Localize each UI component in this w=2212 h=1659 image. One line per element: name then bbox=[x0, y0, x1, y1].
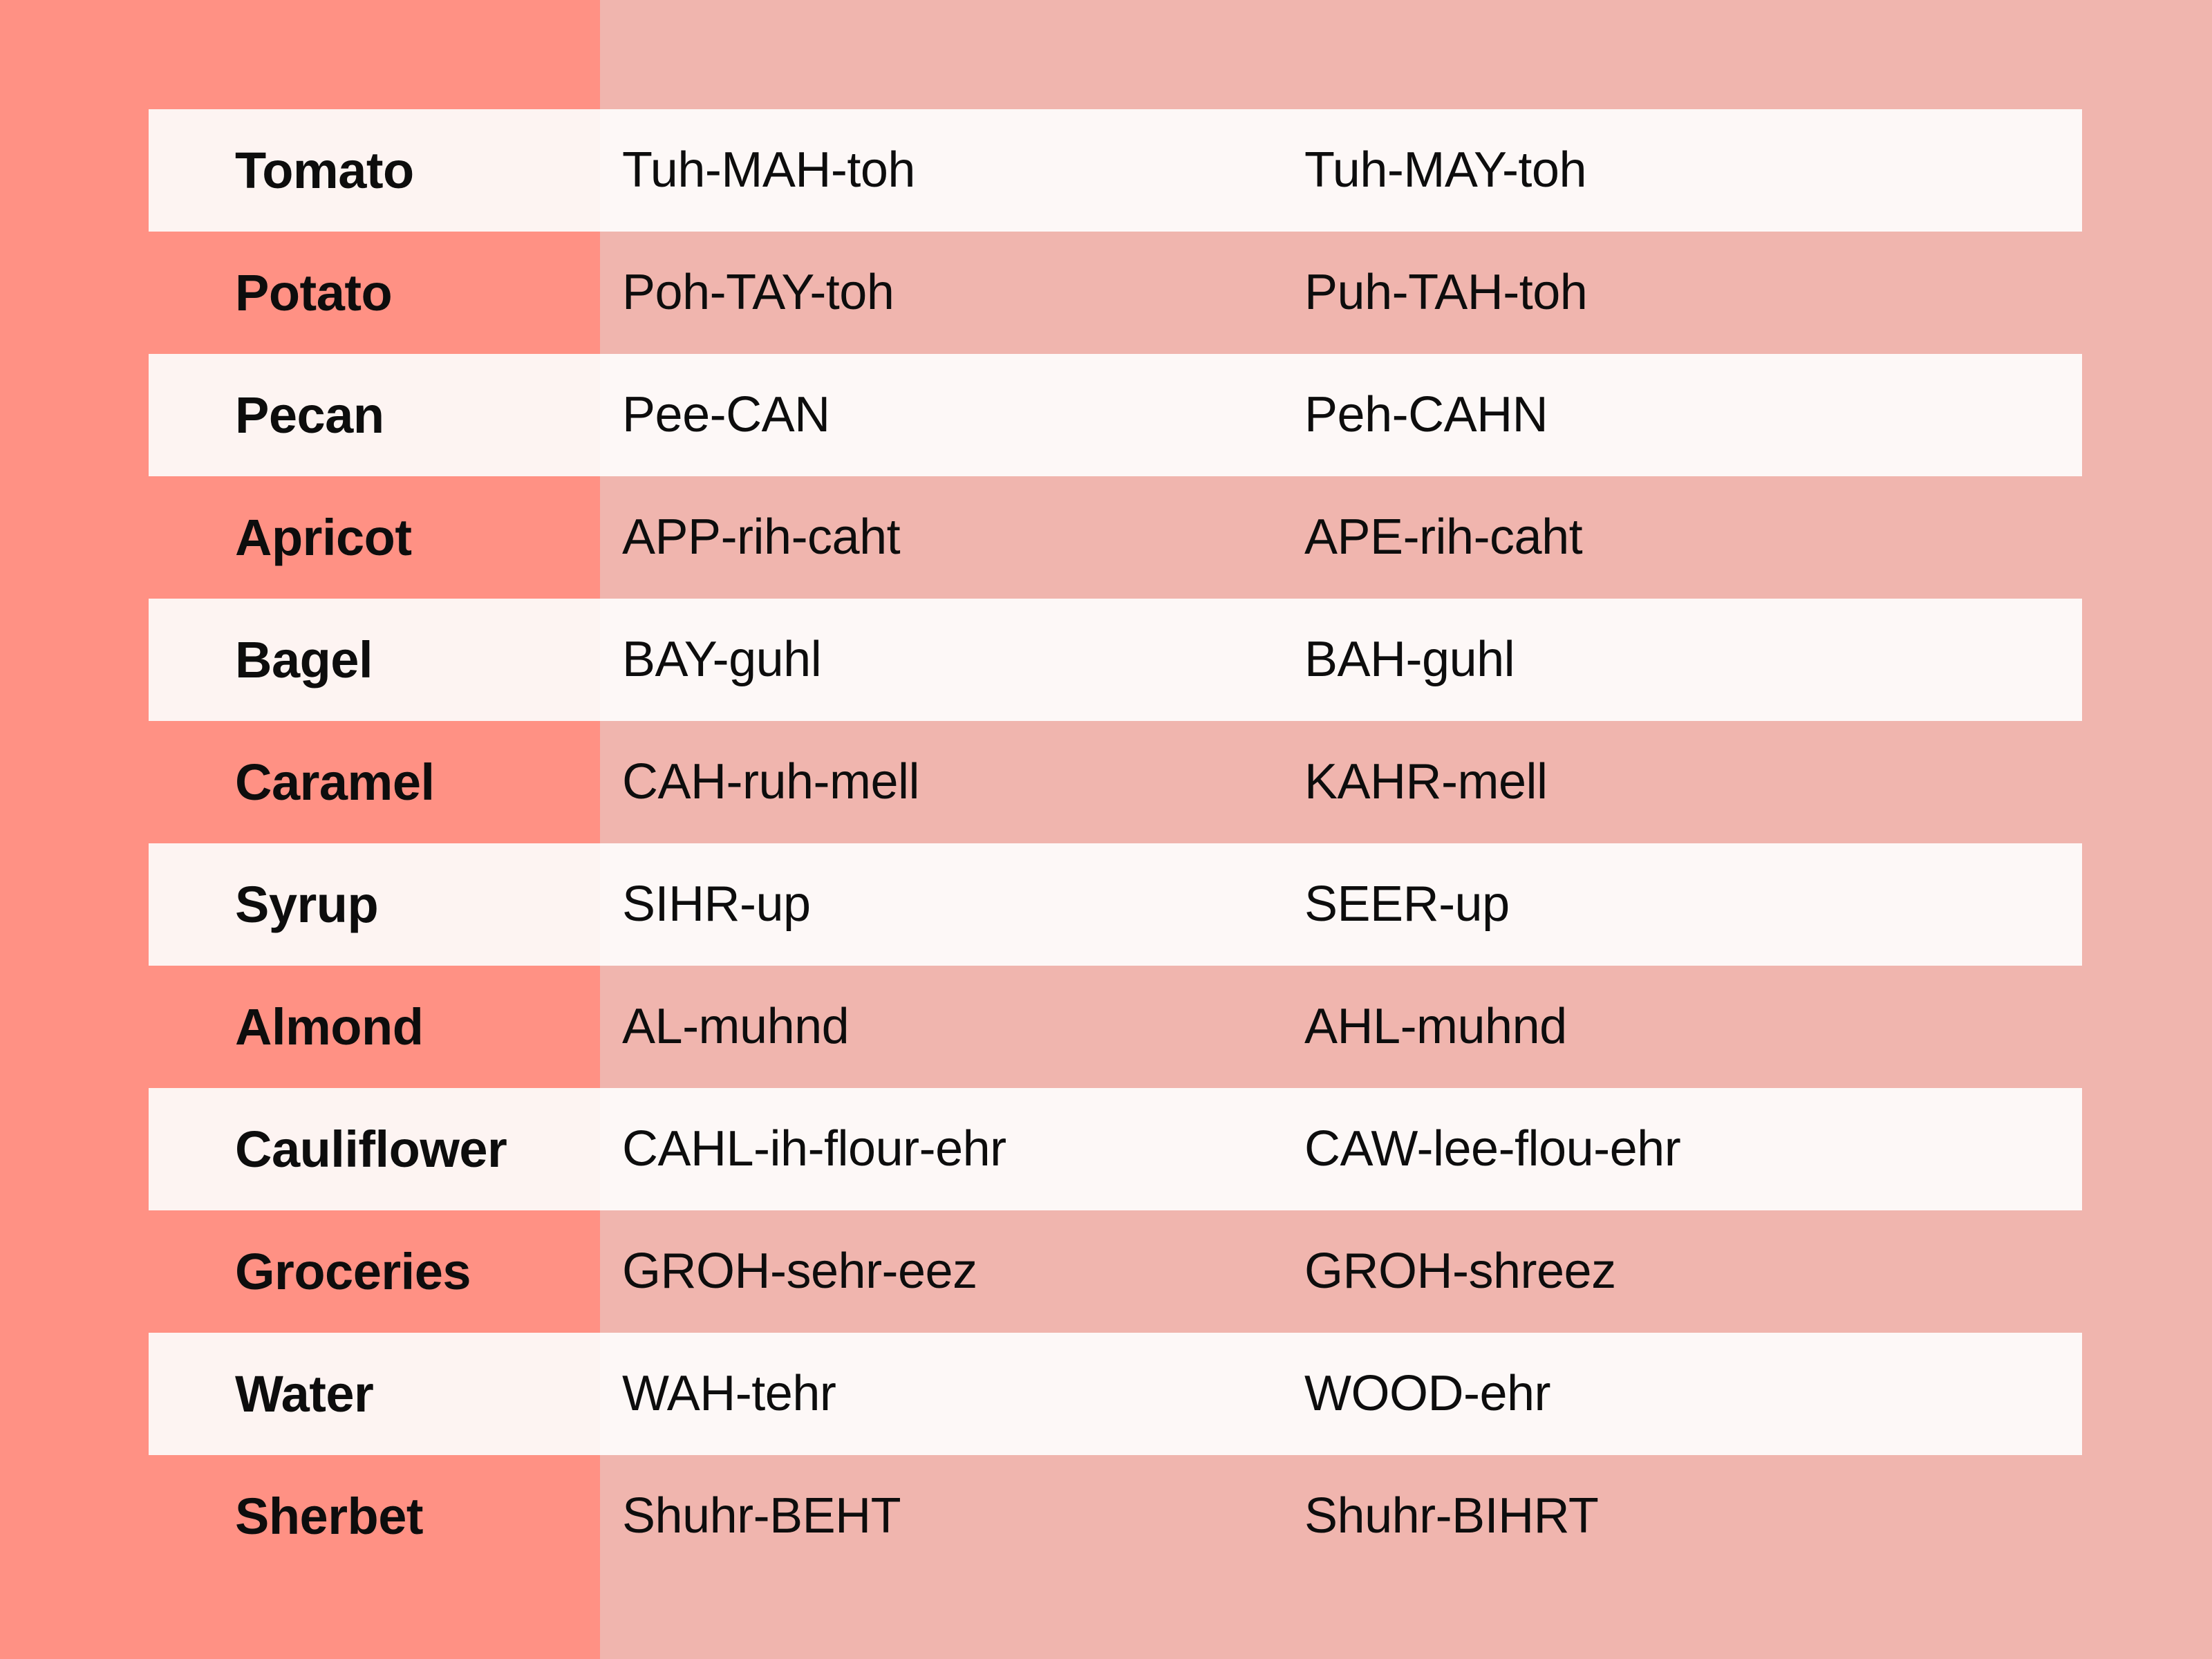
variant1-cell: Poh-TAY-toh bbox=[600, 232, 1285, 354]
variant2-cell: KAHR-mell bbox=[1285, 721, 2082, 843]
table-row: Cauliflower CAHL-ih-flour-ehr CAW-lee-fl… bbox=[149, 1088, 2082, 1210]
variant2-cell: GROH-shreez bbox=[1285, 1210, 2082, 1333]
term-cell: Sherbet bbox=[149, 1455, 600, 1577]
variant2-cell: WOOD-ehr bbox=[1285, 1333, 2082, 1455]
table-row: Water WAH-tehr WOOD-ehr bbox=[149, 1333, 2082, 1455]
term-cell: Groceries bbox=[149, 1210, 600, 1333]
pronunciation-table: Tomato Tuh-MAH-toh Tuh-MAY-toh Potato Po… bbox=[149, 109, 2082, 1577]
variant1-cell: Tuh-MAH-toh bbox=[600, 109, 1285, 232]
variant2-cell: SEER-up bbox=[1285, 843, 2082, 966]
variant2-cell: BAH-guhl bbox=[1285, 599, 2082, 721]
table-row: Sherbet Shuhr-BEHT Shuhr-BIHRT bbox=[149, 1455, 2082, 1577]
term-cell: Apricot bbox=[149, 476, 600, 599]
variant1-cell: SIHR-up bbox=[600, 843, 1285, 966]
table-row: Groceries GROH-sehr-eez GROH-shreez bbox=[149, 1210, 2082, 1333]
variant2-cell: Peh-CAHN bbox=[1285, 354, 2082, 476]
variant1-cell: CAHL-ih-flour-ehr bbox=[600, 1088, 1285, 1210]
term-cell: Water bbox=[149, 1333, 600, 1455]
table-body: Tomato Tuh-MAH-toh Tuh-MAY-toh Potato Po… bbox=[149, 109, 2082, 1577]
table-row: Bagel BAY-guhl BAH-guhl bbox=[149, 599, 2082, 721]
variant1-cell: BAY-guhl bbox=[600, 599, 1285, 721]
variant2-cell: APE-rih-caht bbox=[1285, 476, 2082, 599]
term-cell: Syrup bbox=[149, 843, 600, 966]
variant2-cell: Puh-TAH-toh bbox=[1285, 232, 2082, 354]
variant2-cell: CAW-lee-flou-ehr bbox=[1285, 1088, 2082, 1210]
term-cell: Tomato bbox=[149, 109, 600, 232]
variant1-cell: GROH-sehr-eez bbox=[600, 1210, 1285, 1333]
table-row: Almond AL-muhnd AHL-muhnd bbox=[149, 966, 2082, 1088]
term-cell: Almond bbox=[149, 966, 600, 1088]
term-cell: Caramel bbox=[149, 721, 600, 843]
variant2-cell: Shuhr-BIHRT bbox=[1285, 1455, 2082, 1577]
table-row: Syrup SIHR-up SEER-up bbox=[149, 843, 2082, 966]
variant1-cell: AL-muhnd bbox=[600, 966, 1285, 1088]
variant2-cell: Tuh-MAY-toh bbox=[1285, 109, 2082, 232]
variant1-cell: APP-rih-caht bbox=[600, 476, 1285, 599]
table-row: Caramel CAH-ruh-mell KAHR-mell bbox=[149, 721, 2082, 843]
variant1-cell: Shuhr-BEHT bbox=[600, 1455, 1285, 1577]
term-cell: Potato bbox=[149, 232, 600, 354]
term-cell: Bagel bbox=[149, 599, 600, 721]
table-row: Potato Poh-TAY-toh Puh-TAH-toh bbox=[149, 232, 2082, 354]
term-cell: Cauliflower bbox=[149, 1088, 600, 1210]
table-row: Pecan Pee-CAN Peh-CAHN bbox=[149, 354, 2082, 476]
variant1-cell: CAH-ruh-mell bbox=[600, 721, 1285, 843]
term-cell: Pecan bbox=[149, 354, 600, 476]
variant1-cell: Pee-CAN bbox=[600, 354, 1285, 476]
table-row: Apricot APP-rih-caht APE-rih-caht bbox=[149, 476, 2082, 599]
table-row: Tomato Tuh-MAH-toh Tuh-MAY-toh bbox=[149, 109, 2082, 232]
variant2-cell: AHL-muhnd bbox=[1285, 966, 2082, 1088]
variant1-cell: WAH-tehr bbox=[600, 1333, 1285, 1455]
